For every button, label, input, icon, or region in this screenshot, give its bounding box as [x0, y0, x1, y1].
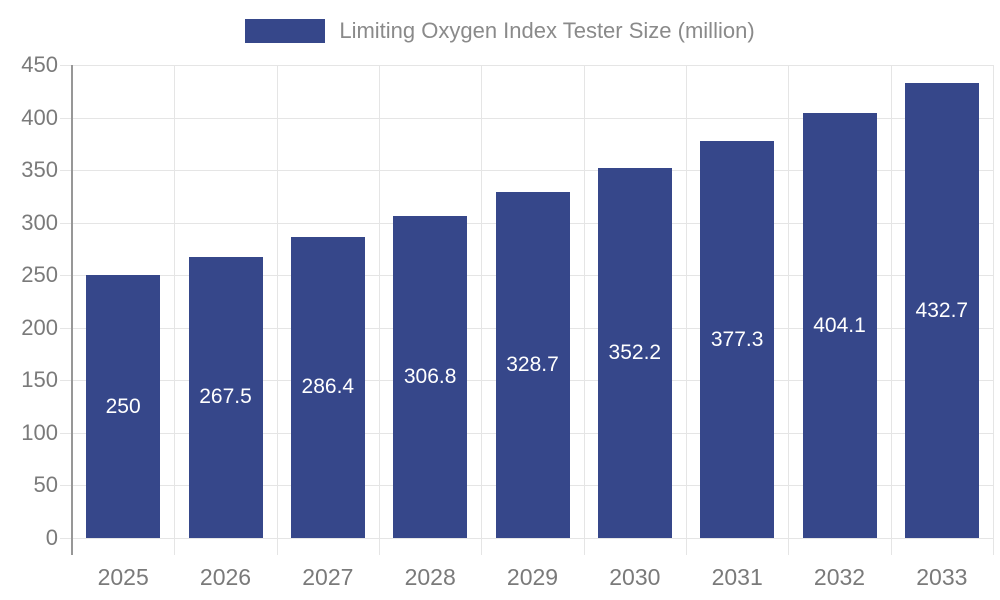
- x-gridline: [686, 65, 687, 555]
- bar: [290, 236, 365, 538]
- y-axis-tick-label: 400: [21, 104, 58, 130]
- x-gridline: [174, 65, 176, 555]
- bar: [86, 275, 161, 538]
- bar: [700, 141, 775, 538]
- x-axis-tick-label: 2031: [711, 564, 763, 590]
- y-tick-mark: [60, 117, 72, 119]
- y-tick-mark: [60, 222, 72, 224]
- y-axis-tick-label: 450: [21, 52, 58, 77]
- x-gridline: [583, 65, 585, 555]
- y-axis-tick-label: 350: [21, 157, 58, 183]
- bar: [904, 83, 979, 538]
- bar-value-label: 404.1: [813, 313, 866, 337]
- y-axis-line: [71, 65, 73, 555]
- y-tick-mark: [60, 538, 72, 539]
- y-tick-mark: [60, 432, 72, 434]
- x-axis-tick-label: 2025: [97, 564, 149, 590]
- y-axis-tick-label: 250: [21, 262, 58, 288]
- x-axis-tick-label: 2032: [813, 564, 866, 590]
- x-axis-tick-label: 2030: [609, 564, 661, 590]
- bar: [495, 192, 570, 538]
- y-tick-mark: [60, 327, 72, 329]
- y-gridline: [72, 538, 993, 539]
- y-axis-tick-label: 300: [21, 209, 58, 235]
- bar-value-label: 286.4: [301, 375, 355, 399]
- y-axis-tick-label: 200: [21, 314, 58, 340]
- bar: [802, 113, 877, 538]
- bar-value-label: 306.8: [403, 364, 457, 388]
- y-tick-mark: [60, 485, 72, 487]
- bar: [188, 256, 263, 538]
- y-tick-mark: [60, 65, 72, 66]
- x-gridline: [276, 65, 278, 555]
- y-axis-tick-label: 0: [45, 525, 58, 550]
- x-axis-tick-label: 2033: [916, 564, 968, 590]
- y-gridline: [72, 117, 993, 119]
- bar-value-label: 328.7: [506, 353, 559, 377]
- x-axis-tick-label: 2029: [506, 564, 559, 590]
- x-axis-tick-label: 2027: [302, 564, 354, 590]
- bar-value-label: 267.5: [199, 385, 252, 409]
- bar: [393, 215, 468, 538]
- x-gridline: [890, 65, 892, 555]
- y-tick-mark: [60, 170, 72, 172]
- y-axis-tick-label: 50: [33, 472, 58, 498]
- x-axis-tick-label: 2026: [199, 564, 252, 590]
- bar-value-label: 352.2: [608, 340, 662, 364]
- y-gridline: [72, 170, 993, 172]
- x-gridline: [379, 65, 380, 555]
- legend-swatch: [245, 19, 326, 43]
- x-gridline: [993, 65, 994, 555]
- legend-label: Limiting Oxygen Index Tester Size (milli…: [339, 18, 755, 43]
- y-axis-tick-label: 150: [21, 367, 58, 393]
- bar-value-label: 377.3: [710, 327, 764, 351]
- bar-value-label: 432.7: [915, 298, 969, 322]
- y-tick-mark: [60, 275, 72, 277]
- y-gridline: [72, 65, 993, 66]
- y-tick-mark: [60, 380, 72, 382]
- legend: Limiting Oxygen Index Tester Size (milli…: [0, 14, 1000, 48]
- x-gridline: [481, 65, 483, 555]
- x-axis-tick-label: 2028: [404, 564, 456, 590]
- bar: [597, 167, 672, 538]
- x-gridline: [788, 65, 790, 555]
- bar-value-label: 250: [105, 394, 141, 418]
- y-axis-tick-label: 100: [21, 419, 58, 445]
